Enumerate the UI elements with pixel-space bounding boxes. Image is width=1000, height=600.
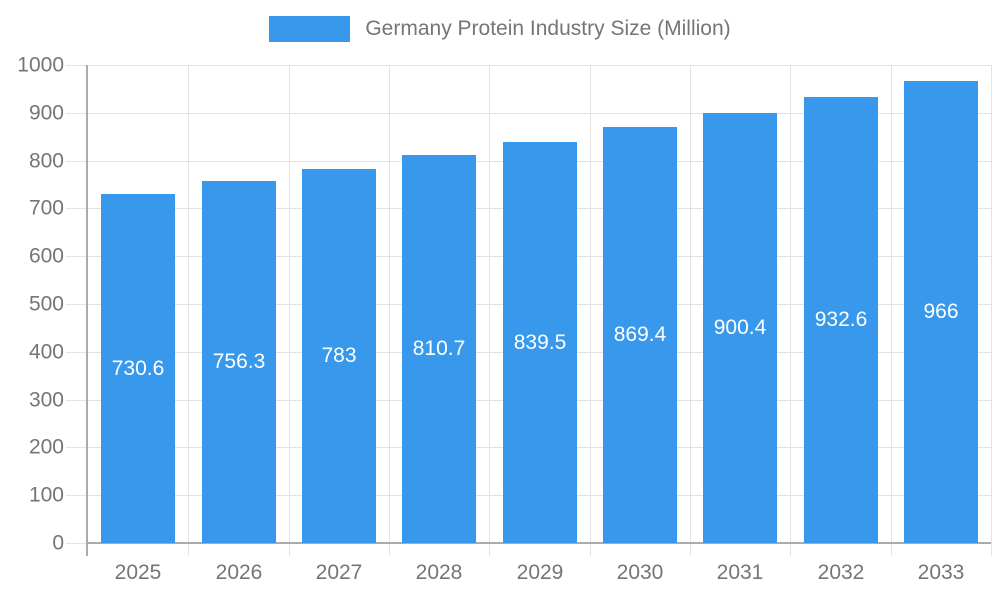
v-gridline (289, 65, 290, 556)
y-axis-label: 400 (28, 340, 64, 364)
legend-label: Germany Protein Industry Size (Million) (365, 17, 731, 40)
y-axis-tick (66, 495, 86, 496)
x-axis-label: 2032 (817, 561, 865, 584)
bar-value-label: 810.7 (412, 337, 466, 360)
v-gridline (188, 65, 189, 556)
v-gridline (690, 65, 691, 556)
y-axis-label: 700 (28, 196, 64, 220)
bar[interactable] (804, 97, 878, 543)
y-axis-label: 1000 (17, 53, 64, 77)
x-axis-label: 2025 (114, 561, 162, 584)
y-axis-label: 300 (28, 388, 64, 412)
bar-value-label: 932.6 (814, 308, 868, 331)
bar[interactable] (503, 142, 577, 543)
bar[interactable] (603, 127, 677, 543)
x-axis-label: 2029 (516, 561, 564, 584)
y-axis-label: 800 (28, 149, 64, 173)
v-gridline (489, 65, 490, 556)
x-axis-label: 2030 (616, 561, 664, 584)
bar-value-label: 839.5 (513, 331, 567, 354)
x-axis-label: 2028 (415, 561, 463, 584)
bar[interactable] (302, 169, 376, 543)
bar[interactable] (101, 194, 175, 543)
x-axis-line (88, 542, 991, 544)
v-gridline (991, 65, 992, 556)
v-gridline (590, 65, 591, 556)
bar[interactable] (402, 155, 476, 543)
v-gridline (790, 65, 791, 556)
y-axis-tick (66, 113, 86, 114)
y-axis-tick (66, 447, 86, 448)
legend-swatch (269, 16, 351, 42)
y-axis-tick (66, 65, 86, 66)
bar-value-label: 966 (923, 300, 959, 323)
h-gridline (88, 113, 991, 114)
x-axis-label: 2031 (716, 561, 764, 584)
y-axis-line (86, 65, 88, 556)
y-axis-label: 100 (28, 483, 64, 507)
v-gridline (389, 65, 390, 556)
bar[interactable] (904, 81, 978, 543)
bar-value-label: 783 (321, 344, 357, 367)
bar[interactable] (703, 113, 777, 543)
x-axis-label: 2033 (917, 561, 965, 584)
chart-legend[interactable]: Germany Protein Industry Size (Million) (0, 16, 1000, 42)
x-axis-label: 2027 (315, 561, 363, 584)
y-axis-label: 500 (28, 292, 64, 316)
v-gridline (891, 65, 892, 556)
y-axis-tick (66, 208, 86, 209)
y-axis-tick (66, 304, 86, 305)
bar-value-label: 900.4 (713, 316, 767, 339)
bar[interactable] (202, 181, 276, 543)
y-axis-label: 0 (52, 531, 64, 555)
y-axis-label: 900 (28, 101, 64, 125)
y-axis-tick (66, 161, 86, 162)
bar-value-label: 730.6 (111, 357, 165, 380)
y-axis-tick (66, 256, 86, 257)
y-axis-tick (66, 543, 86, 544)
y-axis-tick (66, 352, 86, 353)
bar-value-label: 869.4 (613, 323, 667, 346)
x-axis-label: 2026 (215, 561, 263, 584)
y-axis-tick (66, 400, 86, 401)
y-axis-label: 200 (28, 435, 64, 459)
y-axis-label: 600 (28, 244, 64, 268)
bar-value-label: 756.3 (212, 350, 266, 373)
h-gridline (88, 65, 991, 66)
